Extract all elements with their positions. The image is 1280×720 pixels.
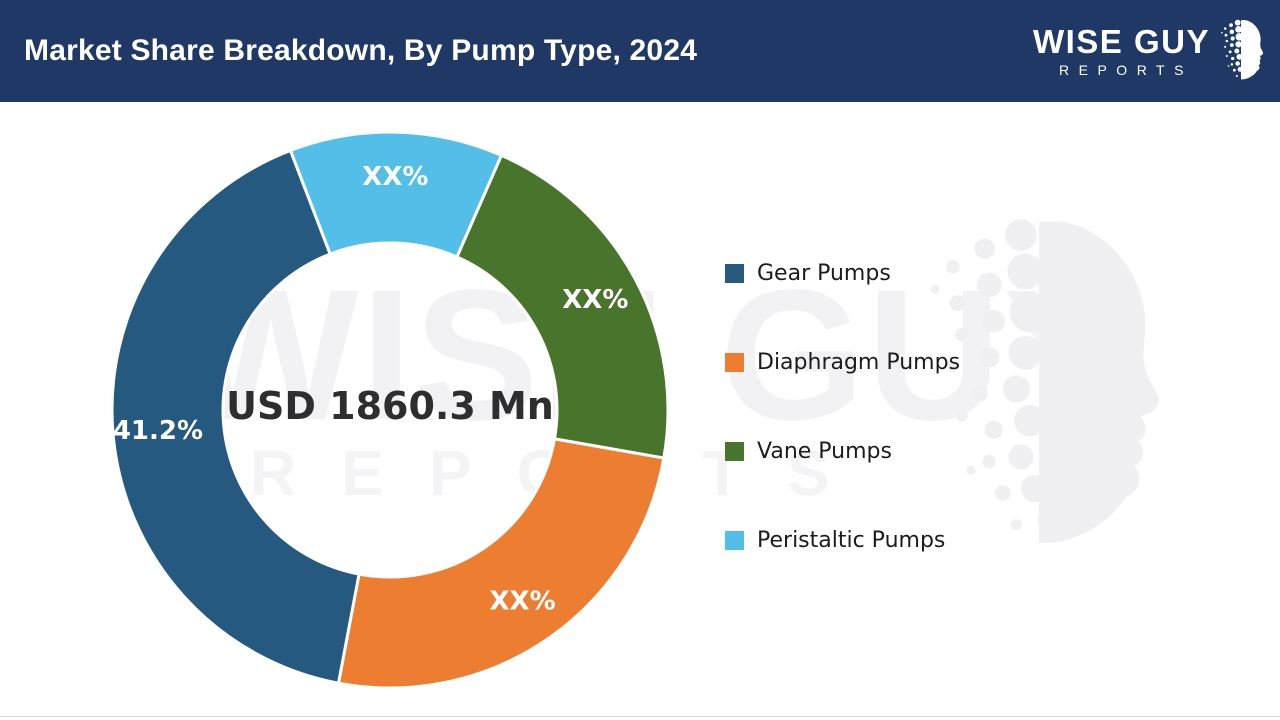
donut-center-value: USD 1860.3 Mn xyxy=(226,384,554,428)
legend-label: Diaphragm Pumps xyxy=(757,349,961,375)
bottom-divider xyxy=(0,716,1280,717)
legend-label: Vane Pumps xyxy=(757,438,892,464)
logo-subtitle: REPORTS xyxy=(1059,62,1193,78)
donut-segment-label: 41.2% xyxy=(113,416,203,446)
header-bar: Market Share Breakdown, By Pump Type, 20… xyxy=(0,0,1280,102)
legend-label: Gear Pumps xyxy=(757,260,891,286)
donut-segment-gear-pumps xyxy=(110,148,361,685)
legend-item-vane-pumps: Vane Pumps xyxy=(725,438,960,464)
donut-segment-diaphragm-pumps xyxy=(336,437,666,690)
legend: Gear Pumps Diaphragm Pumps Vane Pumps Pe… xyxy=(725,261,960,617)
legend-swatch-vane-pumps xyxy=(725,441,744,461)
legend-item-diaphragm-pumps: Diaphragm Pumps xyxy=(725,349,961,375)
legend-swatch-diaphragm-pumps xyxy=(725,352,744,372)
donut-segment-vane-pumps xyxy=(455,153,670,460)
donut-segment-label: XX% xyxy=(489,587,555,617)
donut-segment-label: XX% xyxy=(562,285,628,315)
legend-swatch-gear-pumps xyxy=(725,263,744,283)
legend-swatch-peristaltic-pumps xyxy=(725,530,744,550)
legend-item-gear-pumps: Gear Pumps xyxy=(725,260,960,286)
legend-label: Peristaltic Pumps xyxy=(757,527,946,553)
page-title: Market Share Breakdown, By Pump Type, 20… xyxy=(24,34,698,67)
donut-segment-label: XX% xyxy=(362,162,428,192)
logo-wordmark: WISE GUY xyxy=(1032,23,1210,60)
logo-text: WISE GUY REPORTS xyxy=(1033,25,1210,77)
wise-guy-logo: WISE GUY REPORTS xyxy=(1033,16,1266,86)
legend-item-peristaltic-pumps: Peristaltic Pumps xyxy=(725,527,960,553)
